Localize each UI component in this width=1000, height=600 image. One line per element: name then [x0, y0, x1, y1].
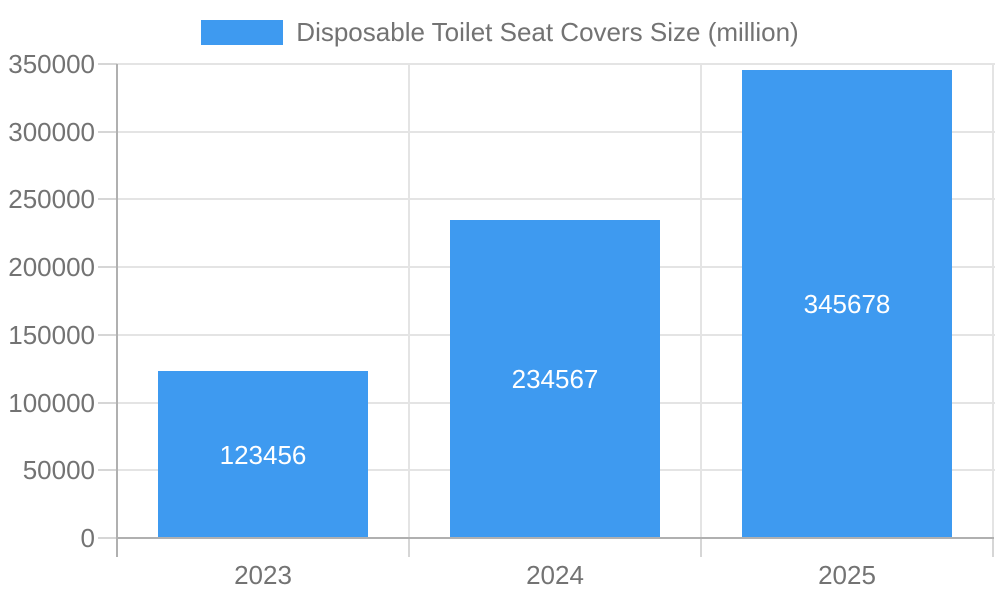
h-gridline: [117, 63, 995, 65]
y-axis-tick-label: 250000: [8, 184, 95, 214]
y-tick: [98, 469, 117, 471]
y-axis-tick-label: 150000: [8, 320, 95, 350]
legend[interactable]: Disposable Toilet Seat Covers Size (mill…: [0, 15, 1000, 49]
y-axis-tick-label: 350000: [8, 49, 95, 79]
x-axis-line: [116, 537, 994, 539]
y-axis-tick-label: 0: [80, 523, 95, 553]
y-axis-line: [116, 64, 118, 557]
y-axis-tick-label: 300000: [8, 117, 95, 147]
x-axis-tick-label: 2024: [526, 560, 584, 590]
v-gridline: [700, 64, 702, 538]
y-tick: [98, 198, 117, 200]
x-tick: [700, 539, 702, 557]
bar-value-label: 234567: [511, 364, 599, 394]
y-tick: [98, 537, 117, 539]
y-tick: [98, 266, 117, 268]
h-gridline: [117, 131, 995, 133]
h-gridline: [117, 198, 995, 200]
x-axis-tick-label: 2025: [818, 560, 876, 590]
y-axis-tick-label: 50000: [22, 455, 95, 485]
x-tick: [992, 539, 994, 557]
y-tick: [98, 63, 117, 65]
y-tick: [98, 131, 117, 133]
bar-value-label: 345678: [803, 289, 891, 319]
y-axis-tick-label: 200000: [8, 252, 95, 282]
y-axis-tick-label: 100000: [8, 388, 95, 418]
bar-2024: [450, 220, 660, 537]
v-gridline: [408, 64, 410, 538]
x-axis-tick-label: 2023: [234, 560, 292, 590]
bar-2023: [158, 371, 368, 537]
legend-label: Disposable Toilet Seat Covers Size (mill…: [296, 17, 799, 47]
x-tick: [408, 539, 410, 557]
v-gridline: [992, 64, 994, 538]
bar-value-label: 123456: [219, 440, 307, 470]
bar-2025: [742, 70, 952, 537]
y-tick: [98, 334, 117, 336]
legend-swatch: [201, 19, 284, 45]
y-tick: [98, 402, 117, 404]
